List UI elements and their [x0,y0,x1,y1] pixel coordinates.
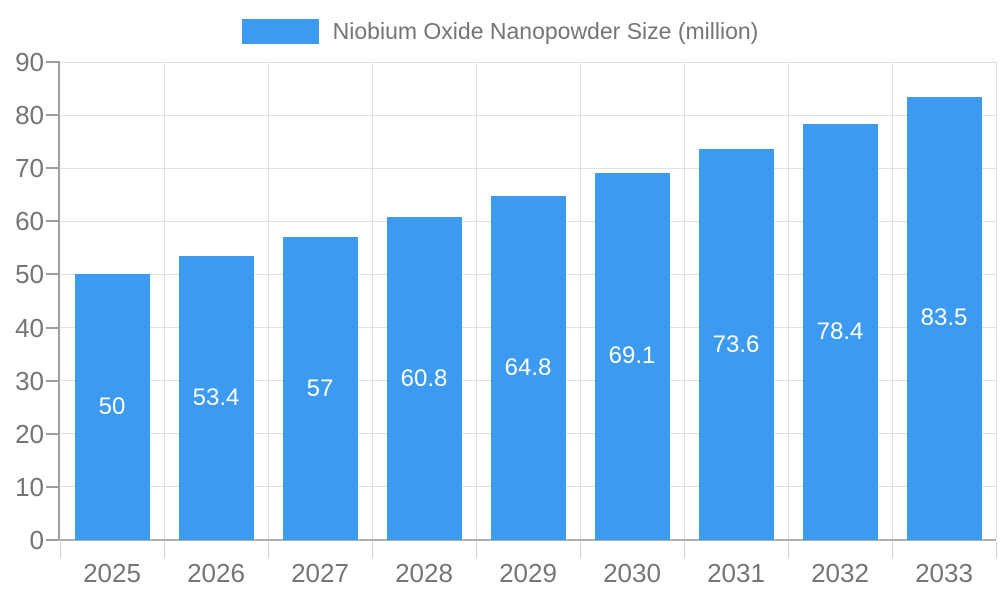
y-tick [46,326,60,329]
x-tick [683,542,685,558]
bar-2026[interactable]: 53.4 [178,256,254,540]
y-tick-label: 30 [15,365,44,396]
v-gridline [371,62,373,540]
y-tick [46,167,60,170]
y-tick [46,220,60,223]
y-tick-label: 50 [15,259,44,290]
bar-2033[interactable]: 83.5 [906,96,982,540]
bar-value-label: 83.5 [920,304,968,332]
x-tick [163,542,165,558]
y-tick [46,539,60,541]
y-tick-label: 60 [15,206,44,237]
y-tick-label: 10 [15,471,44,502]
x-category-label: 2025 [83,558,141,588]
y-tick [46,379,60,382]
x-tick [579,542,581,558]
y-tick [46,61,60,63]
x-tick [475,542,477,558]
bar-value-label: 78.4 [816,317,864,345]
y-tick [46,273,60,276]
bar-value-label: 57 [306,374,334,402]
legend-swatch-icon [241,18,319,44]
bar-2032[interactable]: 78.4 [802,123,878,540]
y-tick-label: 40 [15,312,44,343]
y-axis-line [58,62,60,540]
bar-value-label: 60.8 [400,364,448,392]
bar-value-label: 69.1 [608,342,656,370]
x-tick [59,542,61,558]
x-category-label: 2033 [915,558,973,588]
bar-value-label: 53.4 [192,384,240,412]
v-gridline [683,62,685,540]
x-tick [267,542,269,558]
y-tick-label: 80 [15,100,44,131]
v-gridline [579,62,581,540]
x-category-label: 2031 [707,558,765,588]
x-category-label: 2027 [291,558,349,588]
bar-value-label: 64.8 [504,353,552,381]
bar-2025[interactable]: 50 [74,274,150,540]
h-gridline [60,114,996,116]
y-tick-label: 20 [15,418,44,449]
v-gridline [267,62,269,540]
x-category-label: 2032 [811,558,869,588]
x-tick [371,542,373,558]
bar-value-label: 73.6 [712,330,760,358]
v-gridline [995,62,997,540]
x-tick [787,542,789,558]
v-gridline [475,62,477,540]
bar-2027[interactable]: 57 [282,237,358,540]
y-tick [46,114,60,117]
y-tick [46,432,60,435]
y-tick-label: 70 [15,153,44,184]
x-axis-line [58,539,996,541]
v-gridline [163,62,165,540]
y-tick-label: 90 [15,47,44,77]
bar-value-label: 50 [98,393,126,421]
x-category-label: 2029 [499,558,557,588]
legend-label: Niobium Oxide Nanopowder Size (million) [332,17,759,44]
v-gridline [891,62,893,540]
x-tick [891,542,893,558]
x-category-label: 2028 [395,558,453,588]
y-tick-label: 0 [29,525,44,555]
x-category-label: 2026 [187,558,245,588]
h-gridline [60,167,996,169]
x-tick [995,542,997,558]
v-gridline [787,62,789,540]
bar-2030[interactable]: 69.1 [594,173,670,540]
h-gridline [60,61,996,63]
bar-2028[interactable]: 60.8 [386,217,462,540]
x-category-label: 2030 [603,558,661,588]
legend-item[interactable]: Niobium Oxide Nanopowder Size (million) [0,16,1000,46]
bar-2031[interactable]: 73.6 [698,149,774,540]
y-tick [46,485,60,488]
bar-2029[interactable]: 64.8 [490,195,566,540]
